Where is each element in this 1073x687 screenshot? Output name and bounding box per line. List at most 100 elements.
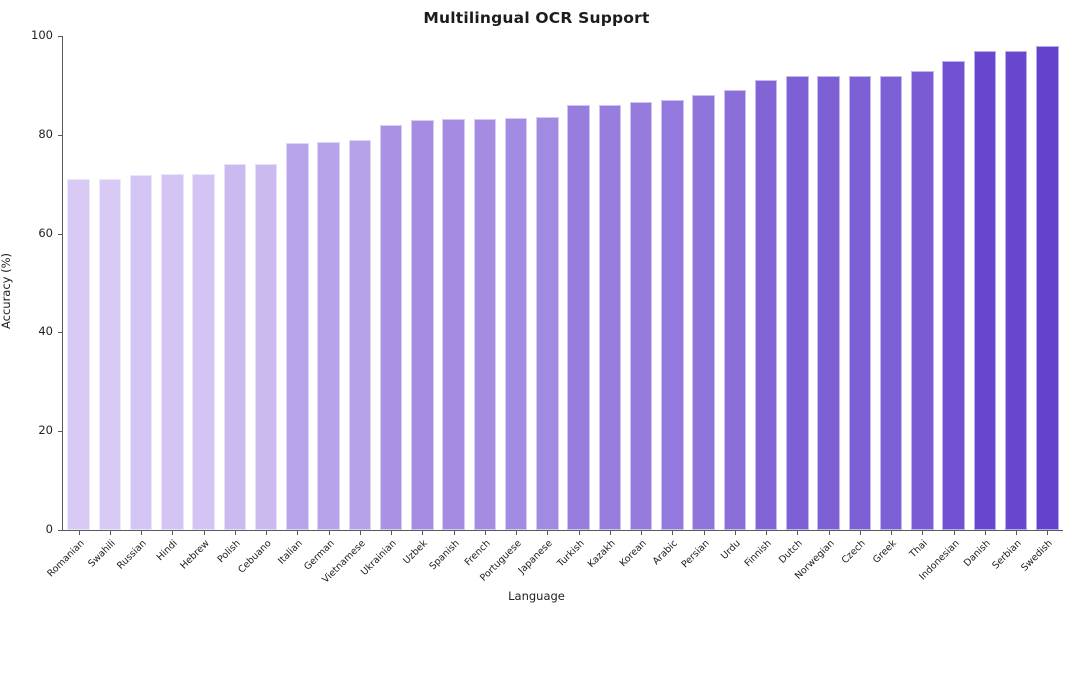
bar[interactable] [223,163,247,530]
x-tick-mark [734,531,736,535]
x-tick-mark [609,531,611,535]
x-tick-label: Hindi [155,538,181,564]
bar[interactable] [98,178,122,530]
bar[interactable] [67,178,90,530]
x-tick-mark [891,531,893,535]
bar[interactable] [598,105,622,530]
bar[interactable] [911,70,934,530]
x-tick-label: Dutch [777,538,806,566]
bar[interactable] [567,105,590,530]
x-tick-mark [391,531,393,535]
bar[interactable] [317,141,340,530]
x-tick-mark [797,531,799,535]
y-tick-mark [58,233,62,235]
y-tick-label: 0 [45,522,53,536]
y-tick: 60 [0,226,62,240]
x-tick-mark [641,531,643,535]
bar[interactable] [692,95,715,530]
x-tick-label: Persian [679,538,712,571]
bar[interactable] [786,75,809,530]
bar[interactable] [1004,50,1028,530]
x-tick-label: Finnish [742,538,774,570]
x-tick-mark [328,531,330,535]
x-tick-mark [703,531,705,535]
x-tick-mark [141,531,143,535]
x-tick-mark [297,531,299,535]
bar[interactable] [504,117,528,530]
x-tick-label: Turkish [555,538,587,570]
x-tick-label: Swedish [1019,538,1056,574]
bar[interactable] [629,101,653,530]
x-tick-label: Czech [839,538,868,567]
y-tick-mark [58,134,62,136]
bar[interactable] [379,124,403,530]
x-tick-label: Vietnamese [320,538,368,586]
y-axis-line [62,36,63,530]
y-tick-mark [58,36,62,37]
x-tick-label: Greek [871,538,899,566]
bar[interactable] [536,116,559,530]
bar[interactable] [442,118,465,530]
y-tick: 40 [0,324,62,338]
x-tick-mark [1047,531,1049,535]
x-tick-label: Hebrew [177,538,212,572]
bar[interactable] [817,75,840,530]
x-tick-mark [422,531,424,535]
bar[interactable] [129,175,153,530]
x-tick-label: Thai [908,538,931,561]
bar[interactable] [161,173,184,530]
y-tick-mark [58,431,62,433]
x-tick-mark [109,531,111,535]
x-tick-label: Uzbek [401,538,431,567]
x-tick-mark [453,531,455,535]
chart-title: Multilingual OCR Support [423,9,650,27]
y-tick-label: 60 [38,225,53,240]
bar[interactable] [942,60,965,530]
x-tick-mark [1016,531,1018,535]
x-tick-mark [578,531,580,535]
x-tick-mark [984,531,986,535]
bar[interactable] [661,100,684,530]
x-tick-label: Cebuano [236,538,274,576]
bar[interactable] [254,163,278,530]
x-tick-label: Norwegian [792,538,837,582]
y-tick-label: 40 [38,324,53,339]
bar[interactable] [973,50,997,530]
x-tick-mark [922,531,924,535]
x-tick-label: Spanish [427,538,462,573]
bar[interactable] [879,75,903,530]
y-tick: 0 [0,522,62,536]
x-tick-label: Ukrainian [359,538,399,578]
x-tick-label: Danish [961,538,993,569]
x-tick-label: Italian [276,538,306,567]
x-axis-line [62,530,1063,531]
x-tick-label: Arabic [651,538,681,568]
bar[interactable] [348,140,372,530]
bar[interactable] [411,119,434,530]
bar[interactable] [754,80,778,530]
plot-area [63,36,1063,530]
bar[interactable] [848,75,872,530]
x-tick-label: German [301,538,337,573]
y-axis-label: Accuracy (%) [0,252,13,330]
x-tick-mark [859,531,861,535]
x-tick-mark [953,531,955,535]
bar[interactable] [1036,45,1059,530]
x-tick-label: Serbian [990,538,1024,572]
y-tick-mark [58,332,62,334]
bar[interactable] [723,90,747,530]
x-tick-label: Korean [617,538,649,570]
x-axis-label: Language [508,589,565,603]
x-tick-mark [828,531,830,535]
x-tick-label: Polish [215,538,243,566]
x-tick-label: Kazakh [585,538,618,570]
y-tick: 80 [0,127,62,141]
x-tick-label: Portuguese [478,538,524,584]
x-tick-label: Japanese [516,538,556,577]
x-tick-mark [78,531,80,535]
x-tick-label: Indonesian [916,538,962,583]
bar[interactable] [192,173,215,530]
bar[interactable] [286,142,309,530]
bar[interactable] [473,118,497,530]
x-tick-mark [547,531,549,535]
